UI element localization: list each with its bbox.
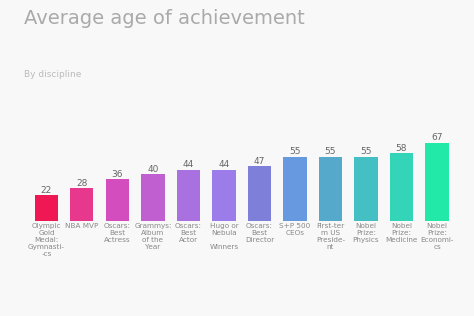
Text: 55: 55 (289, 147, 301, 156)
Text: 44: 44 (183, 160, 194, 169)
Text: 67: 67 (431, 133, 443, 142)
Text: 22: 22 (41, 186, 52, 195)
Text: 55: 55 (325, 147, 336, 156)
Text: 55: 55 (360, 147, 372, 156)
Bar (355, 157, 378, 221)
Bar (248, 166, 271, 221)
Bar (177, 170, 200, 221)
Bar (426, 143, 448, 221)
Text: 47: 47 (254, 157, 265, 166)
Text: Average age of achievement: Average age of achievement (24, 9, 304, 28)
Bar (212, 170, 236, 221)
Text: 28: 28 (76, 179, 88, 188)
Bar (390, 153, 413, 221)
Bar (71, 188, 93, 221)
Bar (106, 179, 129, 221)
Text: 36: 36 (112, 169, 123, 179)
Bar (319, 157, 342, 221)
Text: 40: 40 (147, 165, 159, 174)
Text: 44: 44 (219, 160, 229, 169)
Text: 58: 58 (396, 144, 407, 153)
Bar (283, 157, 307, 221)
Bar (141, 174, 164, 221)
Text: By discipline: By discipline (24, 70, 81, 78)
Bar (35, 196, 58, 221)
